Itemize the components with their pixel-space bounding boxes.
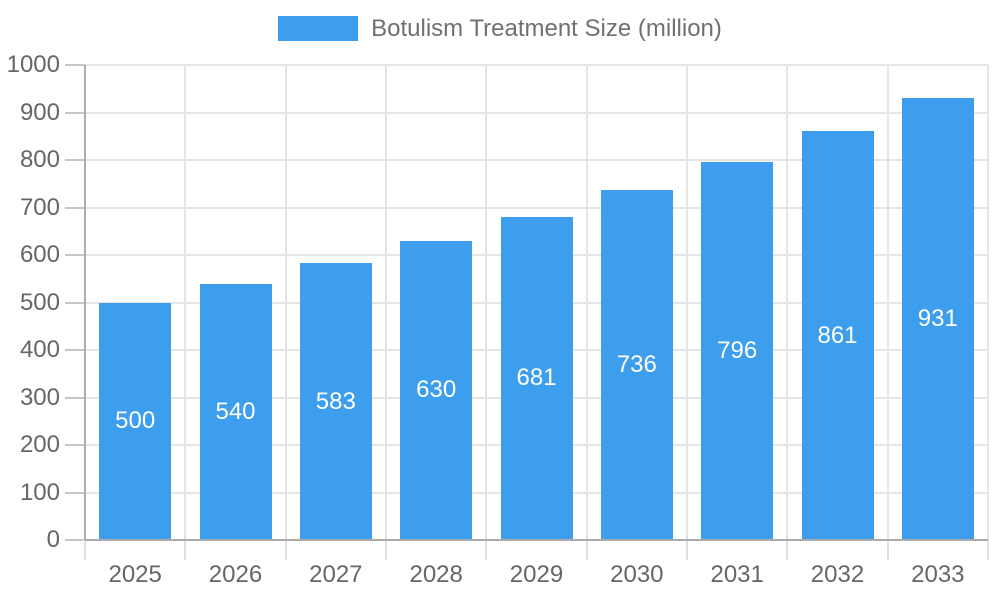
- y-axis-label: 0: [46, 526, 60, 553]
- bar-value-label: 861: [817, 321, 858, 349]
- bar-2027[interactable]: 583: [299, 263, 372, 540]
- bar-value-label: 796: [717, 336, 758, 364]
- x-axis-label: 2027: [309, 561, 363, 588]
- bar-value-label: 500: [115, 407, 156, 435]
- gridline-v: [585, 65, 588, 540]
- x-axis-tick: [686, 540, 688, 560]
- bar-2025[interactable]: 500: [99, 302, 172, 540]
- gridline-v: [184, 65, 187, 540]
- gridline-h: [85, 206, 988, 209]
- x-axis-tick: [84, 540, 86, 560]
- x-axis-label: 2025: [108, 561, 162, 588]
- gridline-h: [85, 159, 988, 161]
- x-axis-label: 2033: [911, 561, 965, 588]
- y-axis-tick: [65, 64, 85, 66]
- y-axis-label: 1000: [6, 51, 60, 78]
- legend-label: Botulism Treatment Size (million): [371, 15, 722, 42]
- bar-2029[interactable]: 681: [500, 216, 573, 540]
- bar-value-label: 736: [616, 351, 657, 379]
- gridline-v: [786, 65, 789, 540]
- y-axis-tick: [65, 301, 85, 304]
- y-axis-label: 100: [19, 478, 60, 506]
- x-axis-label: 2032: [810, 561, 865, 588]
- x-axis-label: 2028: [409, 561, 463, 588]
- gridline-h: [85, 64, 988, 66]
- x-axis-tick: [184, 540, 187, 560]
- y-axis-label: 300: [19, 383, 60, 411]
- y-axis-tick: [65, 349, 85, 351]
- x-axis-tick: [385, 540, 387, 560]
- x-axis-tick: [284, 540, 287, 560]
- y-axis-line: [84, 65, 86, 540]
- bar-2031[interactable]: 796: [701, 161, 774, 540]
- gridline-v: [686, 65, 688, 540]
- bar-2033[interactable]: 931: [901, 97, 974, 540]
- y-axis-tick: [65, 539, 85, 541]
- gridline-v: [284, 65, 287, 540]
- y-axis-tick: [65, 159, 85, 161]
- bar-value-label: 540: [215, 397, 256, 425]
- x-axis-tick: [585, 540, 588, 560]
- gridline-v: [485, 65, 488, 540]
- x-axis-tick: [485, 540, 488, 560]
- x-axis-tick: [786, 540, 789, 560]
- y-axis-tick: [65, 111, 85, 114]
- bar-value-label: 681: [516, 364, 557, 392]
- legend-swatch: [278, 16, 359, 41]
- bar-2026[interactable]: 540: [199, 283, 272, 540]
- x-axis-tick: [987, 540, 989, 560]
- legend-item[interactable]: Botulism Treatment Size (million): [0, 16, 1000, 41]
- bar-2030[interactable]: 736: [600, 190, 673, 540]
- y-axis-label: 400: [19, 336, 60, 363]
- gridline-v: [987, 65, 989, 540]
- y-axis-tick: [65, 491, 85, 494]
- bar-value-label: 583: [315, 387, 356, 415]
- y-axis-label: 800: [19, 146, 60, 173]
- y-axis-label: 900: [19, 98, 60, 126]
- gridline-v: [886, 65, 889, 540]
- x-axis-label: 2026: [208, 561, 263, 588]
- plot-area: 500 540 583 630 681 736 796 861 931: [84, 64, 989, 541]
- x-axis-label: 2030: [610, 561, 664, 588]
- y-axis-tick: [65, 444, 85, 446]
- y-axis-label: 200: [19, 431, 60, 458]
- bar-2028[interactable]: 630: [400, 240, 473, 540]
- x-axis-label: 2031: [710, 561, 764, 588]
- x-axis-tick: [886, 540, 889, 560]
- gridline-v: [385, 65, 387, 540]
- y-axis-tick: [65, 396, 85, 399]
- bar-2032[interactable]: 861: [801, 131, 874, 540]
- y-axis-tick: [65, 254, 85, 256]
- y-axis-label: 600: [19, 241, 60, 268]
- y-axis-label: 700: [19, 193, 60, 221]
- bar-value-label: 931: [917, 304, 958, 332]
- bar-value-label: 630: [416, 376, 457, 404]
- y-axis-label: 500: [19, 288, 60, 316]
- gridline-h: [85, 111, 988, 114]
- y-axis-tick: [65, 206, 85, 209]
- x-axis-label: 2029: [509, 561, 564, 588]
- x-axis-line: [85, 539, 988, 541]
